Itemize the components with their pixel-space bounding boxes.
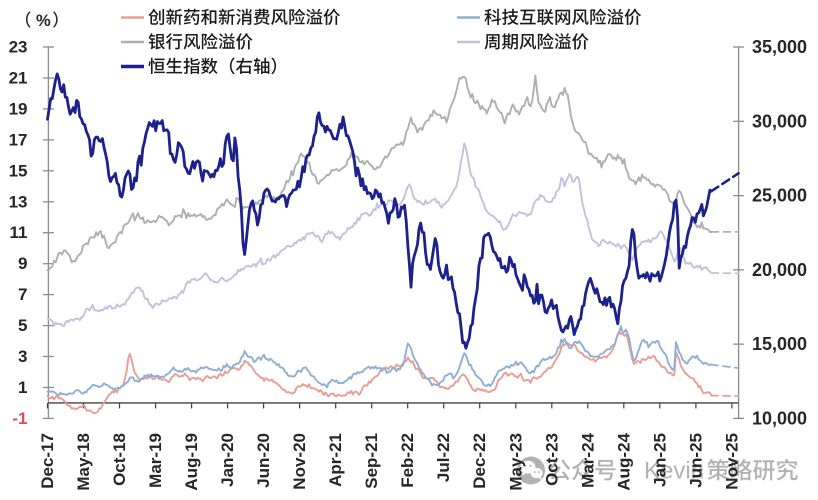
svg-text:Oct-23: Oct-23 — [542, 433, 561, 486]
svg-text:%: % — [36, 12, 51, 30]
svg-text:Mar-24: Mar-24 — [578, 432, 597, 487]
svg-text:Aug-19: Aug-19 — [182, 433, 201, 491]
svg-text:13: 13 — [9, 192, 28, 211]
svg-text:Apr-21: Apr-21 — [326, 433, 345, 487]
svg-text:Jan-25: Jan-25 — [650, 433, 669, 487]
svg-text:Sep-21: Sep-21 — [362, 433, 381, 489]
svg-text:Aug-24: Aug-24 — [614, 432, 633, 490]
svg-text:10,000: 10,000 — [752, 408, 807, 428]
svg-text:15: 15 — [9, 161, 28, 180]
svg-text:20,000: 20,000 — [752, 260, 807, 280]
svg-text:25,000: 25,000 — [752, 186, 807, 206]
svg-text:May-23: May-23 — [506, 433, 525, 491]
svg-text:Kevin: Kevin — [644, 458, 704, 485]
svg-text:15,000: 15,000 — [752, 334, 807, 354]
svg-text:Jun-20: Jun-20 — [254, 433, 273, 488]
svg-text:Oct-18: Oct-18 — [110, 433, 129, 486]
svg-text:Nov-20: Nov-20 — [290, 433, 309, 490]
svg-text:7: 7 — [18, 285, 27, 304]
svg-text:30,000: 30,000 — [752, 111, 807, 131]
svg-text:-1: -1 — [12, 409, 27, 428]
svg-text:19: 19 — [9, 99, 28, 118]
svg-text:5: 5 — [18, 316, 27, 335]
svg-text:May-18: May-18 — [74, 433, 93, 491]
svg-text:Dec-17: Dec-17 — [38, 433, 57, 489]
svg-text:Nov-25: Nov-25 — [722, 433, 741, 490]
svg-text:Jun-25: Jun-25 — [686, 433, 705, 488]
svg-text:Jul-22: Jul-22 — [434, 433, 453, 482]
svg-text:Feb-22: Feb-22 — [398, 433, 417, 488]
svg-text:11: 11 — [10, 223, 28, 242]
svg-text:Jan-20: Jan-20 — [218, 433, 237, 487]
svg-text:21: 21 — [9, 69, 28, 88]
svg-text:3: 3 — [18, 347, 27, 366]
svg-text:Mar-19: Mar-19 — [146, 433, 165, 488]
svg-text:Dec-22: Dec-22 — [470, 433, 489, 489]
svg-text:9: 9 — [18, 254, 27, 273]
svg-text:1: 1 — [18, 378, 27, 397]
svg-text:17: 17 — [9, 130, 28, 149]
svg-text:35,000: 35,000 — [752, 37, 807, 57]
svg-text:23: 23 — [9, 38, 28, 57]
